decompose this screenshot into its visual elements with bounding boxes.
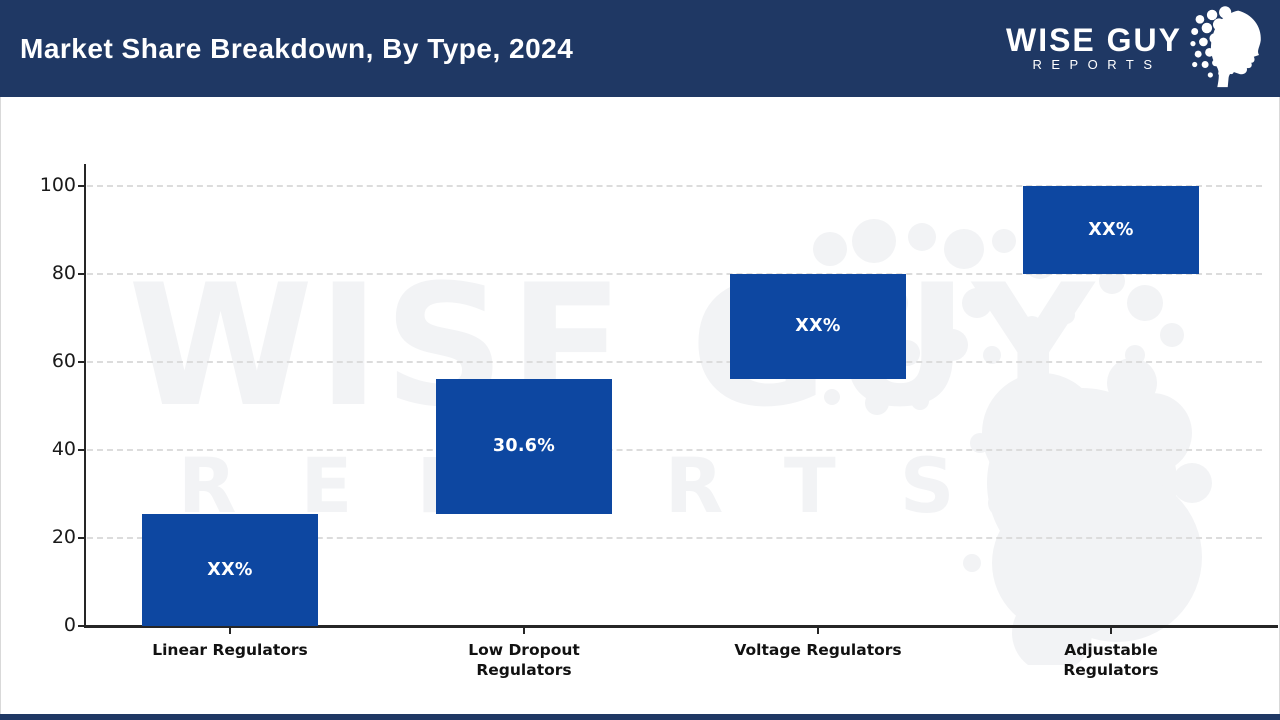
gridline-20: [87, 537, 1262, 539]
y-tick-label-40: 40: [51, 438, 76, 460]
page-title: Market Share Breakdown, By Type, 2024: [20, 32, 574, 64]
bar-value-label: XX%: [1088, 220, 1134, 240]
gridline-40: [87, 449, 1262, 451]
brand-logo-text: WISE GUY REPORTS: [1006, 23, 1182, 73]
x-category-line: Regulators: [476, 661, 572, 679]
bar-2: 30.6%: [436, 379, 612, 514]
y-tick-label-80: 80: [51, 262, 76, 284]
x-category-label: Adjustable Regulators: [986, 640, 1236, 680]
brand-logo: WISE GUY REPORTS: [1006, 6, 1266, 90]
x-axis-line: [84, 625, 1278, 628]
gridline-80: [87, 273, 1262, 275]
x-tick-2: [523, 628, 525, 634]
y-tick-80: [78, 273, 84, 275]
bar-value-label: XX%: [207, 559, 253, 580]
brand-subname: REPORTS: [1032, 57, 1162, 72]
bar-value-label: XX%: [795, 316, 841, 337]
y-tick-label-20: 20: [51, 526, 76, 548]
bar-value-label: 30.6%: [492, 436, 556, 457]
x-category-label: Linear Regulators: [105, 640, 355, 660]
bar-4: XX%: [1023, 186, 1199, 274]
y-tick-100: [78, 185, 84, 187]
x-category-line: Linear Regulators: [152, 641, 308, 659]
brand-face-icon: [1190, 6, 1261, 88]
y-tick-0: [78, 625, 84, 627]
x-category-line: Voltage Regulators: [734, 641, 902, 659]
bar-3: XX%: [730, 274, 906, 379]
x-category-line: Low Dropout: [468, 641, 580, 659]
x-tick-1: [229, 628, 231, 634]
gridline-100: [87, 185, 1262, 187]
y-tick-60: [78, 361, 84, 363]
gridline-60: [87, 361, 1262, 363]
footer-bar: [0, 714, 1280, 720]
y-tick-label-0: 0: [63, 614, 76, 636]
bar-1: XX%: [142, 513, 318, 626]
header: Market Share Breakdown, By Type, 2024 WI…: [0, 0, 1280, 97]
x-category-line: Adjustable: [1064, 641, 1158, 659]
y-tick-40: [78, 449, 84, 451]
y-axis-line: [84, 164, 86, 627]
x-tick-3: [817, 628, 819, 634]
x-category-line: Regulators: [1063, 661, 1159, 679]
brand-name: WISE GUY: [1005, 22, 1182, 58]
y-tick-label-100: 100: [39, 174, 76, 196]
x-tick-4: [1110, 628, 1112, 634]
y-tick-20: [78, 537, 84, 539]
x-category-label: Low Dropout Regulators: [399, 640, 649, 680]
x-category-label: Voltage Regulators: [693, 640, 943, 660]
y-tick-label-60: 60: [51, 350, 76, 372]
